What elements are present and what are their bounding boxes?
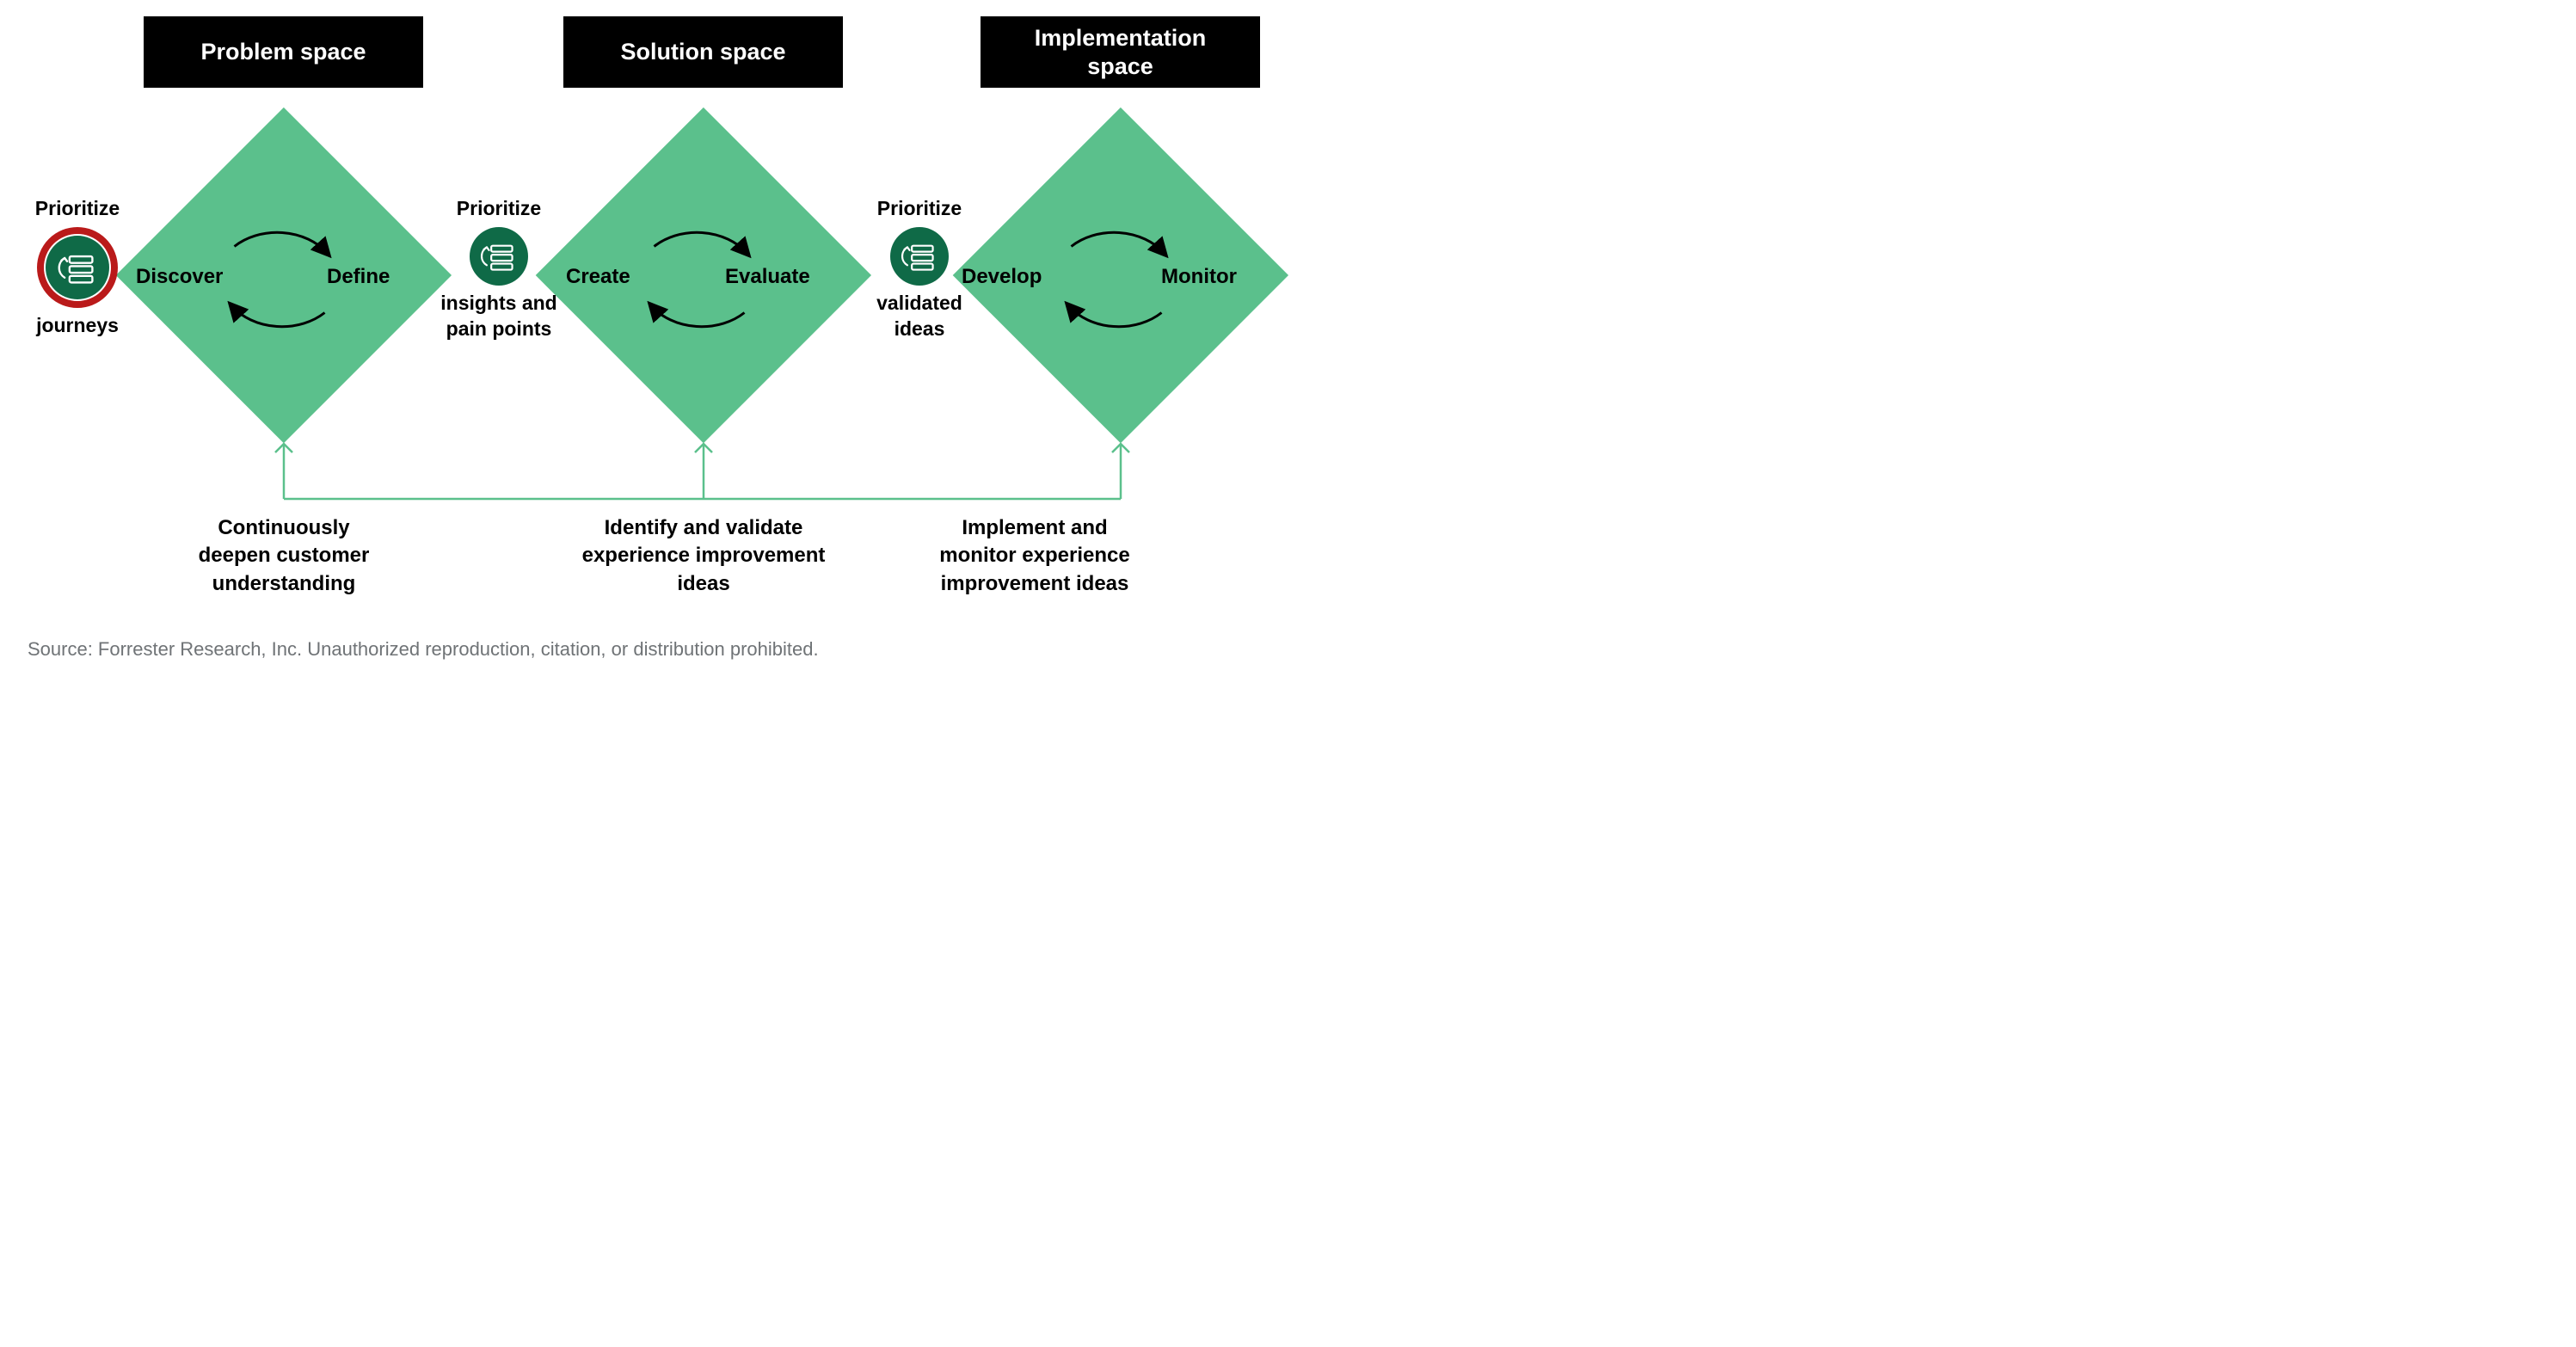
caption-0: Continuouslydeepen customerunderstanding xyxy=(138,514,430,598)
header-box-0: Problem space xyxy=(144,16,423,88)
prioritize-top-2: Prioritize xyxy=(859,196,980,222)
phase-left-0: Discover xyxy=(136,265,223,289)
prioritize-icon-wrap-0 xyxy=(37,227,118,308)
prioritize-block-0: Prioritize journeys xyxy=(17,196,138,339)
phase-right-0: Define xyxy=(327,265,390,289)
header-box-2: Implementation space xyxy=(981,16,1260,88)
caption-2: Implement andmonitor experienceimproveme… xyxy=(888,514,1181,598)
prioritize-block-1: Prioritize insights and pain points xyxy=(439,196,559,342)
header-box-1: Solution space xyxy=(563,16,843,88)
prioritize-icon-wrap-1 xyxy=(470,227,528,286)
backlog-icon xyxy=(470,227,528,286)
source-text: Source: Forrester Research, Inc. Unautho… xyxy=(28,638,819,661)
prioritize-icon-wrap-2 xyxy=(890,227,949,286)
prioritize-bottom-0: journeys xyxy=(17,313,138,339)
prioritize-top-1: Prioritize xyxy=(439,196,559,222)
phase-right-1: Evaluate xyxy=(725,265,810,289)
caption-1: Identify and validateexperience improvem… xyxy=(557,514,850,598)
phase-right-2: Monitor xyxy=(1161,265,1237,289)
prioritize-bottom-1: insights and pain points xyxy=(439,291,559,342)
prioritize-bottom-2: validated ideas xyxy=(859,291,980,342)
backlog-icon xyxy=(46,236,109,299)
prioritize-block-2: Prioritize validated ideas xyxy=(859,196,980,342)
backlog-icon xyxy=(890,227,949,286)
diagram-canvas: Problem space Solution space Implementatio… xyxy=(0,0,1288,674)
prioritize-top-0: Prioritize xyxy=(17,196,138,222)
phase-left-1: Create xyxy=(566,265,630,289)
